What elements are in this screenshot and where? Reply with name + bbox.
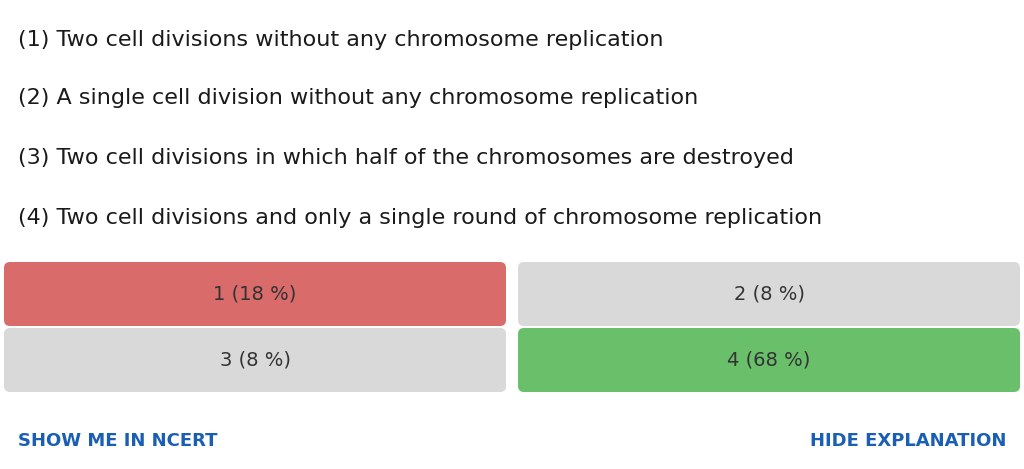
Text: 3 (8 %): 3 (8 %) bbox=[219, 350, 291, 370]
Text: 2 (8 %): 2 (8 %) bbox=[733, 285, 805, 303]
Text: 1 (18 %): 1 (18 %) bbox=[213, 285, 297, 303]
Text: SHOW ME IN NCERT: SHOW ME IN NCERT bbox=[18, 432, 217, 450]
FancyBboxPatch shape bbox=[4, 262, 506, 326]
Text: (1) Two cell divisions without any chromosome replication: (1) Two cell divisions without any chrom… bbox=[18, 30, 664, 50]
Text: (4) Two cell divisions and only a single round of chromosome replication: (4) Two cell divisions and only a single… bbox=[18, 208, 822, 228]
Text: (3) Two cell divisions in which half of the chromosomes are destroyed: (3) Two cell divisions in which half of … bbox=[18, 148, 794, 168]
Text: 4 (68 %): 4 (68 %) bbox=[727, 350, 811, 370]
Text: (2) A single cell division without any chromosome replication: (2) A single cell division without any c… bbox=[18, 88, 698, 108]
FancyBboxPatch shape bbox=[518, 262, 1020, 326]
FancyBboxPatch shape bbox=[4, 328, 506, 392]
Text: HIDE EXPLANATION: HIDE EXPLANATION bbox=[810, 432, 1006, 450]
FancyBboxPatch shape bbox=[518, 328, 1020, 392]
